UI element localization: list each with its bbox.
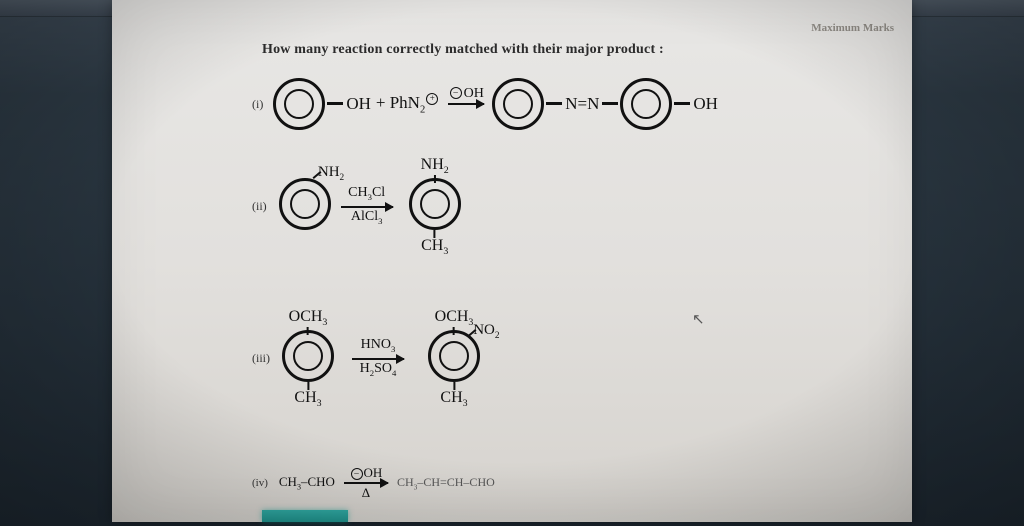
arrow-top-label: –OH [350, 466, 383, 480]
arrow-shaft-icon [341, 206, 393, 208]
bond-icon [602, 102, 618, 105]
benzene-ring-icon [279, 178, 331, 230]
benzene-ring-icon [620, 78, 672, 130]
a2: 3 [322, 317, 327, 328]
arrow-bot-label: AlCl3 [351, 210, 383, 228]
d4: 4 [392, 367, 396, 377]
f1: NO [473, 322, 495, 338]
charge-minus-icon: – [351, 468, 363, 480]
arrow-top-label: CH3Cl [348, 186, 385, 204]
b1: AlCl [351, 209, 378, 224]
max-marks-label: Maximum Marks [811, 22, 894, 34]
pt1: NH [421, 156, 444, 173]
text-phn-sub: 2 [420, 104, 425, 115]
screen: Maximum Marks How many reaction correctl… [0, 0, 1024, 526]
b2: 3 [378, 215, 382, 225]
g2: 3 [463, 398, 468, 409]
pb2: 3 [443, 246, 448, 257]
arrow-shaft-icon [352, 358, 404, 360]
reaction-iii: (iii) OCH3 CH3 HNO3 H2SO4 [252, 330, 484, 387]
e1: OCH [435, 308, 469, 325]
f2: 2 [495, 331, 500, 341]
pt2: 2 [444, 165, 449, 176]
j3: –CH=CH–CHO [417, 475, 494, 489]
reaction-arrow-icon: CH3Cl AlCl3 [341, 186, 393, 228]
reaction-arrow-icon: HNO3 H2SO4 [352, 338, 404, 380]
a3: CH [294, 389, 316, 406]
charge-minus-icon: – [450, 87, 462, 99]
text-nh: NH [318, 164, 340, 180]
arrow-shaft-icon [344, 482, 388, 484]
h1: CH [279, 474, 297, 489]
reaction-iv: (iv) CH3–CHO –OH Δ CH3–CH=CH–CHO [252, 466, 498, 500]
label-azo: N=N [562, 94, 602, 114]
t1: CH [348, 185, 367, 200]
label-oh: OH [343, 94, 374, 114]
d1: H [360, 361, 370, 376]
reaction-iii-num: (iii) [252, 351, 270, 366]
sub-no2: NO2 [473, 322, 499, 341]
arrow-bot-label [464, 107, 468, 121]
c2: 3 [391, 344, 395, 354]
text-phn: + PhN [376, 93, 420, 112]
question-page: Maximum Marks How many reaction correctl… [112, 0, 912, 522]
nitro-product: OCH3 NO2 CH3 [424, 330, 484, 387]
reaction-i-num: (i) [252, 97, 263, 112]
methylanisole-reactant: OCH3 CH3 [278, 330, 338, 387]
sub-nh2-top: NH2 [421, 156, 449, 176]
bond-icon [674, 102, 690, 105]
j1: CH [397, 475, 414, 489]
g1: CH [440, 389, 462, 406]
a1: OCH [289, 308, 323, 325]
sub-ch3-p: CH3 [440, 389, 467, 409]
arrow-shaft-icon [448, 103, 484, 105]
acetaldehyde: CH3–CHO [276, 474, 338, 492]
d3: SO [374, 361, 392, 376]
benzene-ring-icon [409, 178, 461, 230]
crotonaldehyde: CH3–CH=CH–CHO [394, 475, 498, 491]
charge-plus-icon: + [426, 93, 438, 105]
aniline-reactant: NH2 [275, 178, 335, 235]
reaction-arrow-icon: –OH [448, 87, 484, 121]
reaction-ii: (ii) NH2 CH3 Cl AlCl3 NH2 [252, 178, 465, 235]
arrow-top-label: HNO3 [361, 338, 396, 356]
sub-och3-p: OCH3 [435, 308, 474, 328]
benzene-ring-icon [282, 330, 334, 382]
c1: HNO [361, 337, 391, 352]
answer-pill[interactable] [262, 510, 348, 522]
label-plus-phn2: + PhN2+ [374, 93, 442, 115]
t3: Cl [372, 185, 385, 200]
label-oh-2: OH [690, 94, 721, 114]
h3: –CHO [301, 474, 335, 489]
benzene-ring-icon [428, 330, 480, 382]
sub-nh2: NH2 [318, 164, 344, 183]
text-nh-sub: 2 [340, 173, 345, 183]
benzene-ring-icon [492, 78, 544, 130]
toluidine-product: NH2 CH3 [405, 178, 465, 235]
reaction-i: (i) OH + PhN2+ –OH N=N OH [252, 78, 721, 130]
question-text: How many reaction correctly matched with… [262, 42, 664, 58]
reaction-iv-num: (iv) [252, 477, 268, 489]
sub-och3: OCH3 [289, 308, 328, 328]
pb1: CH [421, 237, 443, 254]
arrow-bot-label: H2SO4 [360, 362, 397, 380]
mouse-cursor-icon: ↖ [692, 310, 705, 329]
sub-ch3-bot: CH3 [421, 237, 448, 257]
reaction-arrow-icon: –OH Δ [344, 466, 388, 500]
benzene-ring-icon [273, 78, 325, 130]
sub-ch3: CH3 [294, 389, 321, 409]
reaction-ii-num: (ii) [252, 199, 267, 214]
a4: 3 [317, 398, 322, 409]
arrow-bot-label: Δ [362, 486, 370, 500]
bond-icon [327, 102, 343, 105]
bond-icon [546, 102, 562, 105]
